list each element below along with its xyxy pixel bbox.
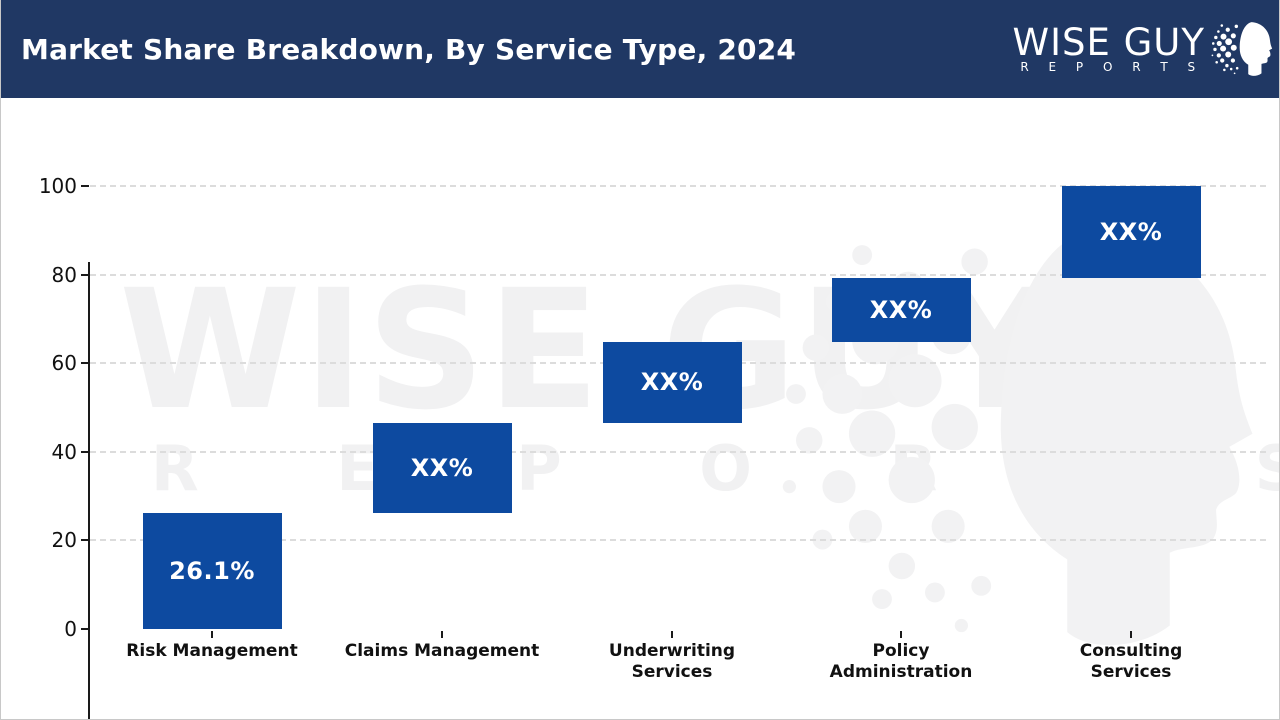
category-label-line: Services [631,662,713,682]
x-axis-tick [671,631,673,638]
header: Market Share Breakdown, By Service Type,… [1,0,1279,98]
category-label-line: Claims Management [344,641,540,661]
bar-segment: 26.1% [142,513,282,629]
x-axis-category-label: Underwriting Services [557,641,787,683]
gridline [90,539,1266,542]
y-axis-tick-label: 60 [51,351,77,376]
y-axis-tick [81,450,89,453]
gridline [90,185,1266,187]
category-label-line: Underwriting [608,641,736,661]
bar-segment: XX% [831,277,971,342]
bar-segment: XX% [1061,186,1201,278]
x-axis-category-label: Risk Management [97,641,327,662]
y-axis-tick [81,539,89,542]
category-label-line: Services [1090,662,1172,682]
brand-logo-text: WISE GUY R E P O R T S [1012,20,1205,75]
category-label-line: Consulting [1079,641,1183,661]
y-axis-tick-label: 20 [51,528,77,553]
x-axis-tick [441,631,443,638]
y-axis-tick-label: 80 [51,262,77,287]
bar-segment: XX% [372,423,512,514]
category-label-line: Policy [872,641,930,661]
bar-value-label: XX% [410,454,474,483]
y-axis-tick [81,273,89,276]
x-axis-category-label: Claims Management [327,641,557,662]
category-label-line: Administration [829,662,973,682]
x-axis-category-label: Consulting Services [1016,641,1246,683]
brand-name: WISE GUY [1012,20,1205,64]
bar-segment: XX% [602,341,742,423]
bar-value-label: XX% [869,295,933,324]
y-axis-tick [81,185,89,187]
y-axis-tick [81,362,89,365]
y-axis-tick-label: 40 [51,439,77,464]
category-label-line: Risk Management [126,641,298,661]
x-axis-category-label: Policy Administration [786,641,1016,683]
y-axis-tick [81,628,89,630]
page-title: Market Share Breakdown, By Service Type,… [21,32,797,66]
y-axis-line [88,262,90,719]
x-axis-tick [1130,631,1132,638]
gridline [90,450,1266,453]
waterfall-chart: 0 20 40 60 80 100 26.1% Risk Management XX% Claim… [1,98,1279,719]
y-axis-tick-label: 0 [64,617,77,641]
x-axis-tick [900,631,902,638]
brand-tagline: R E P O R T S [1020,60,1204,75]
y-axis-tick-label: 100 [38,174,77,198]
gridline [90,273,1266,276]
bar-value-label: 26.1% [169,557,255,586]
brand-logo: WISE GUY R E P O R T S [1013,6,1273,92]
x-axis-tick [211,631,213,638]
brand-head-icon [1209,12,1273,86]
bar-value-label: XX% [1099,217,1163,246]
bar-value-label: XX% [640,368,704,397]
